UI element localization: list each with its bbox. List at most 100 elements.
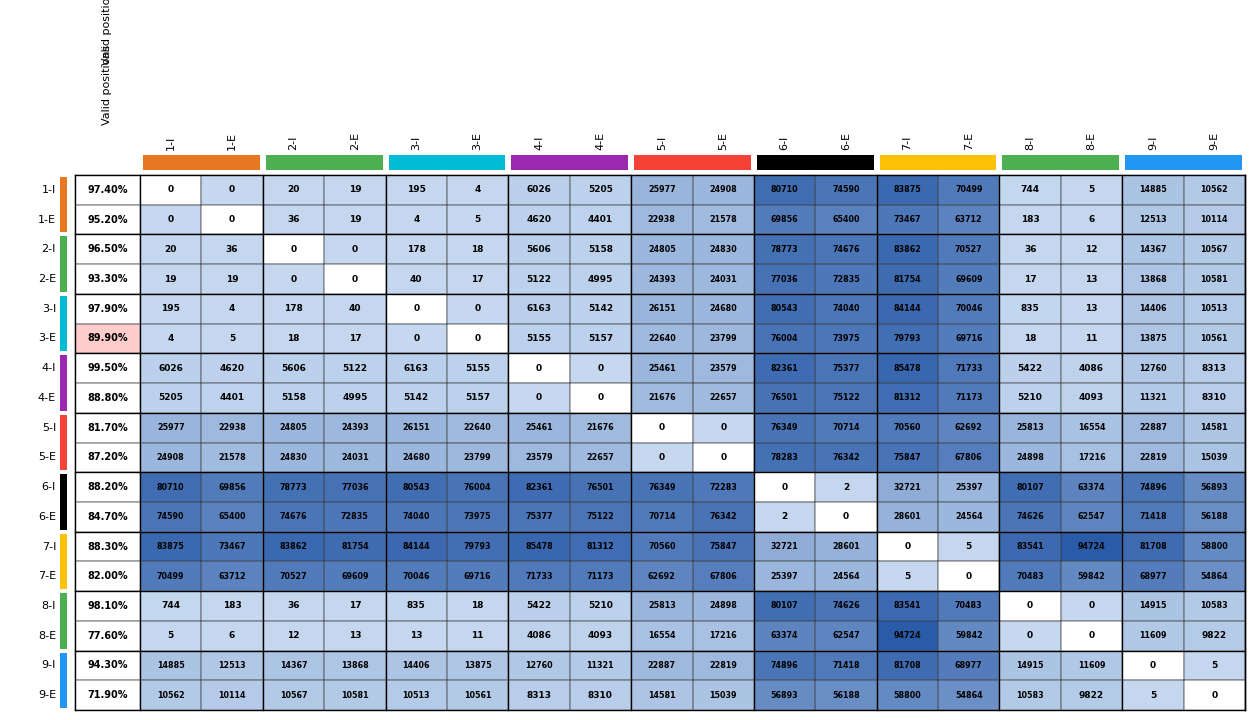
Bar xyxy=(1183,354,1244,383)
Bar xyxy=(60,236,68,292)
Text: 2-E: 2-E xyxy=(38,274,56,284)
Text: 0: 0 xyxy=(536,393,542,402)
Bar xyxy=(140,502,202,531)
Bar xyxy=(1060,383,1122,413)
Bar xyxy=(447,531,508,562)
Text: 835: 835 xyxy=(407,601,426,611)
Text: 71418: 71418 xyxy=(833,661,860,670)
Bar xyxy=(692,294,754,323)
Bar xyxy=(815,443,876,472)
Bar xyxy=(938,264,999,294)
Text: 71733: 71733 xyxy=(955,364,983,373)
Text: 10581: 10581 xyxy=(1201,274,1228,284)
Text: 13875: 13875 xyxy=(1139,334,1167,343)
Text: 82361: 82361 xyxy=(771,364,799,373)
Text: 10114: 10114 xyxy=(218,690,245,700)
Text: 24680: 24680 xyxy=(402,453,431,462)
Bar xyxy=(1122,502,1183,531)
Text: 7-E: 7-E xyxy=(38,571,56,581)
Bar xyxy=(508,294,570,323)
Text: 10561: 10561 xyxy=(464,690,491,700)
Text: 24680: 24680 xyxy=(710,305,737,313)
Bar xyxy=(324,651,386,680)
Text: 25461: 25461 xyxy=(526,423,553,432)
Text: 0: 0 xyxy=(597,393,603,402)
Bar xyxy=(938,175,999,204)
Text: Valid positions: Valid positions xyxy=(103,0,113,65)
Bar xyxy=(1122,323,1183,354)
Bar xyxy=(570,175,631,204)
Bar xyxy=(634,155,751,170)
Text: 11609: 11609 xyxy=(1139,631,1167,640)
Text: 70483: 70483 xyxy=(955,601,983,611)
Bar xyxy=(692,175,754,204)
Bar xyxy=(140,472,202,502)
Bar xyxy=(324,323,386,354)
Bar xyxy=(876,651,938,680)
Text: 19: 19 xyxy=(348,185,361,194)
Bar xyxy=(324,264,386,294)
Bar xyxy=(754,472,815,502)
Bar xyxy=(1060,294,1122,323)
Text: 0: 0 xyxy=(1088,631,1094,640)
Text: 7-E: 7-E xyxy=(964,132,974,150)
Bar xyxy=(447,680,508,710)
Text: 12: 12 xyxy=(1085,245,1098,254)
Bar xyxy=(75,651,140,680)
Text: 14367: 14367 xyxy=(279,661,307,670)
Text: 13: 13 xyxy=(409,631,422,640)
Text: 76342: 76342 xyxy=(710,513,737,521)
Text: 28601: 28601 xyxy=(833,542,860,551)
Text: 4086: 4086 xyxy=(527,631,552,640)
Bar xyxy=(508,443,570,472)
Bar xyxy=(140,413,202,443)
Bar xyxy=(1060,531,1122,562)
Text: 23579: 23579 xyxy=(710,364,737,373)
Text: 5155: 5155 xyxy=(527,334,552,343)
Text: 83541: 83541 xyxy=(1017,542,1044,551)
Text: 21676: 21676 xyxy=(587,423,615,432)
Bar xyxy=(999,204,1060,235)
Text: 73467: 73467 xyxy=(894,215,921,224)
Text: 85478: 85478 xyxy=(525,542,553,551)
Text: 6026: 6026 xyxy=(158,364,183,373)
Text: 26151: 26151 xyxy=(649,305,676,313)
Text: 0: 0 xyxy=(475,305,481,313)
Text: 0: 0 xyxy=(781,482,788,492)
Bar xyxy=(999,562,1060,591)
Bar xyxy=(754,562,815,591)
Bar xyxy=(999,621,1060,651)
Bar xyxy=(692,323,754,354)
Text: 5157: 5157 xyxy=(588,334,613,343)
Bar xyxy=(1122,383,1183,413)
Text: 5-I: 5-I xyxy=(41,423,56,433)
Bar xyxy=(876,323,938,354)
Text: 79793: 79793 xyxy=(464,542,491,551)
Text: 23579: 23579 xyxy=(526,453,553,462)
Text: 77036: 77036 xyxy=(771,274,799,284)
Bar xyxy=(508,235,570,264)
Text: 5606: 5606 xyxy=(280,364,305,373)
Text: 6-E: 6-E xyxy=(38,512,56,522)
Bar xyxy=(75,413,140,443)
Text: 12513: 12513 xyxy=(1139,215,1167,224)
Bar xyxy=(876,591,938,621)
Bar xyxy=(1060,562,1122,591)
Text: 63374: 63374 xyxy=(771,631,799,640)
Text: 78283: 78283 xyxy=(771,453,799,462)
Text: 18: 18 xyxy=(472,601,483,611)
Text: 58800: 58800 xyxy=(894,690,921,700)
Bar xyxy=(570,591,631,621)
Text: 744: 744 xyxy=(162,601,180,611)
Text: 23799: 23799 xyxy=(710,334,737,343)
Bar xyxy=(999,443,1060,472)
Text: 6: 6 xyxy=(1088,215,1094,224)
Bar xyxy=(692,502,754,531)
Bar xyxy=(75,531,140,562)
Bar xyxy=(1122,204,1183,235)
Bar xyxy=(938,531,999,562)
Bar xyxy=(511,155,629,170)
Text: 8310: 8310 xyxy=(1202,393,1227,402)
Bar xyxy=(631,531,692,562)
Text: 17216: 17216 xyxy=(1078,453,1106,462)
